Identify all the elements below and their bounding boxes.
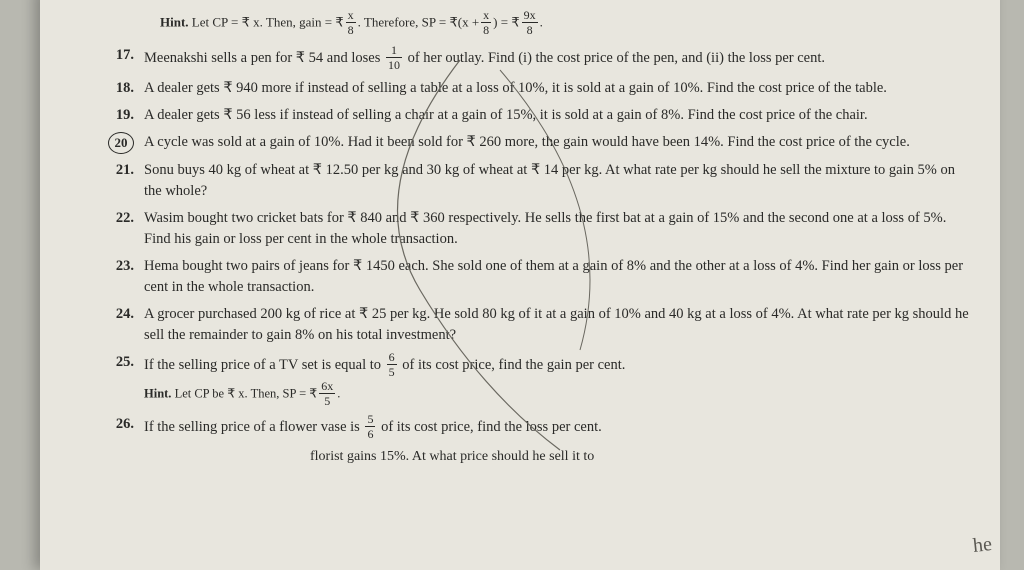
question-item: 26.If the selling price of a flower vase… — [100, 414, 970, 441]
question-item: 18.A dealer gets ₹ 940 more if instead o… — [100, 78, 970, 99]
question-number: 17. — [100, 45, 144, 72]
question-item: 24.A grocer purchased 200 kg of rice at … — [100, 304, 970, 346]
question-body: A grocer purchased 200 kg of rice at ₹ 2… — [144, 304, 970, 346]
question-body: Wasim bought two cricket bats for ₹ 840 … — [144, 208, 970, 250]
question-item: 19.A dealer gets ₹ 56 less if instead of… — [100, 105, 970, 126]
question-text: Sonu buys 40 kg of wheat at ₹ 12.50 per … — [144, 162, 955, 199]
textbook-page: Hint. Let CP = ₹ x. Then, gain = ₹x8. Th… — [40, 0, 1000, 570]
question-number: 25. — [100, 352, 144, 408]
question-text: Wasim bought two cricket bats for ₹ 840 … — [144, 210, 946, 247]
question-text: Hema bought two pairs of jeans for ₹ 145… — [144, 258, 963, 295]
question-body: If the selling price of a flower vase is… — [144, 414, 970, 441]
question-number: 19. — [100, 105, 144, 126]
question-text: A dealer gets ₹ 56 less if instead of se… — [144, 107, 868, 123]
question-body: Sonu buys 40 kg of wheat at ₹ 12.50 per … — [144, 160, 970, 202]
question-body: Meenakshi sells a pen for ₹ 54 and loses… — [144, 45, 970, 72]
question-text: A grocer purchased 200 kg of rice at ₹ 2… — [144, 306, 969, 343]
question-item: 23.Hema bought two pairs of jeans for ₹ … — [100, 256, 970, 298]
question-item: 17.Meenakshi sells a pen for ₹ 54 and lo… — [100, 45, 970, 72]
question-number: 20 — [100, 132, 144, 154]
question-item: 22.Wasim bought two cricket bats for ₹ 8… — [100, 208, 970, 250]
question-number: 24. — [100, 304, 144, 346]
question-body: A cycle was sold at a gain of 10%. Had i… — [144, 132, 970, 154]
trailing-line: florist gains 15%. At what price should … — [310, 447, 970, 467]
question-list: 17.Meenakshi sells a pen for ₹ 54 and lo… — [100, 45, 970, 441]
question-item: 25.If the selling price of a TV set is e… — [100, 352, 970, 408]
question-number: 23. — [100, 256, 144, 298]
question-number: 26. — [100, 414, 144, 441]
margin-scribble: he — [972, 530, 994, 561]
question-hint: Hint. Let CP be ₹ x. Then, SP = ₹6x5. — [144, 381, 970, 408]
question-text: A dealer gets ₹ 940 more if instead of s… — [144, 80, 887, 96]
hint-top: Hint. Let CP = ₹ x. Then, gain = ₹x8. Th… — [160, 10, 970, 37]
question-text: If the selling price of a TV set is equa… — [144, 357, 625, 373]
question-text: If the selling price of a flower vase is… — [144, 419, 602, 435]
question-body: If the selling price of a TV set is equa… — [144, 352, 970, 408]
question-number: 22. — [100, 208, 144, 250]
question-item: 20A cycle was sold at a gain of 10%. Had… — [100, 132, 970, 154]
question-number: 21. — [100, 160, 144, 202]
question-number: 18. — [100, 78, 144, 99]
question-text: Meenakshi sells a pen for ₹ 54 and loses… — [144, 50, 825, 66]
question-text: A cycle was sold at a gain of 10%. Had i… — [144, 134, 910, 150]
question-body: A dealer gets ₹ 940 more if instead of s… — [144, 78, 970, 99]
question-body: A dealer gets ₹ 56 less if instead of se… — [144, 105, 970, 126]
question-item: 21.Sonu buys 40 kg of wheat at ₹ 12.50 p… — [100, 160, 970, 202]
question-body: Hema bought two pairs of jeans for ₹ 145… — [144, 256, 970, 298]
